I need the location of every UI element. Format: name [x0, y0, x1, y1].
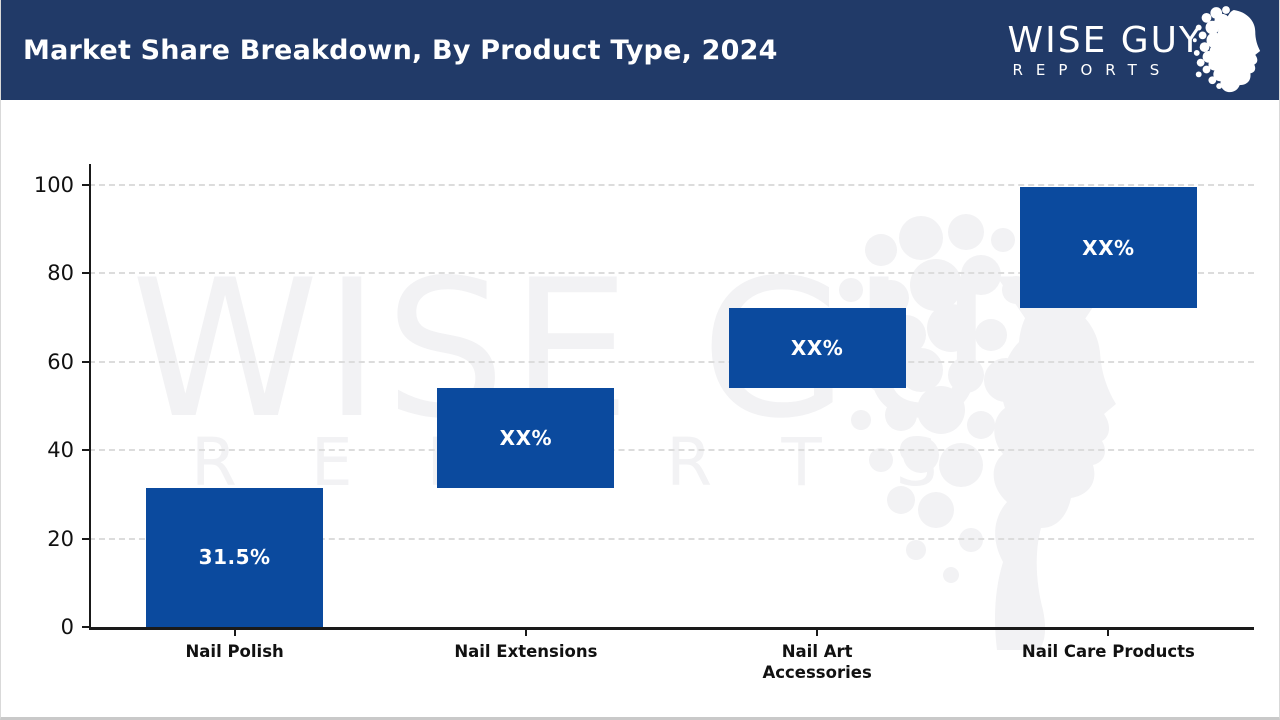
bar-value-label: XX% — [1082, 235, 1135, 260]
x-axis-category-label: Nail Polish — [120, 641, 350, 662]
y-axis-tick-label: 80 — [47, 261, 74, 285]
bar-nail-care-products: XX% — [1019, 186, 1197, 309]
x-axis-category-label: Nail Extensions — [411, 641, 641, 662]
bar-nail-extensions: XX% — [437, 388, 615, 488]
y-axis-tick — [82, 183, 89, 186]
y-axis-tick-label: 100 — [33, 172, 74, 197]
logo-subtitle: REPORTS — [1012, 60, 1173, 79]
bar-nail-polish: 31.5% — [146, 487, 324, 627]
x-axis-tick — [233, 629, 236, 636]
gridline-60 — [89, 360, 1254, 363]
wiseguy-face-icon — [1192, 6, 1261, 93]
x-axis-category-label-line: Accessories — [762, 663, 872, 683]
y-axis-tick — [82, 449, 89, 451]
gridline-80 — [89, 272, 1254, 274]
y-axis-spine — [89, 164, 91, 629]
bar-value-label: XX% — [790, 336, 844, 361]
logo-text: WISE GUY REPORTS — [1007, 19, 1204, 79]
x-axis-category-label-line: Nail Polish — [185, 642, 284, 661]
wiseguy-logo: WISE GUY REPORTS — [1008, 6, 1266, 94]
y-axis-tick-label: 40 — [47, 438, 74, 462]
gridline-100 — [89, 183, 1254, 186]
bar-nail-art-accessories: XX% — [728, 308, 906, 389]
gridline-40 — [89, 449, 1254, 451]
y-axis-tick — [82, 272, 89, 274]
y-axis-tick — [82, 626, 89, 628]
page-title: Market Share Breakdown, By Product Type,… — [23, 34, 778, 66]
y-axis-tick — [82, 537, 89, 540]
header-bar: Market Share Breakdown, By Product Type,… — [1, 0, 1279, 100]
x-axis-category-label-line: Nail Extensions — [454, 642, 598, 661]
x-axis-category-label: Nail Art Accessories — [702, 641, 932, 684]
x-axis-tick — [524, 629, 527, 636]
bar-value-label: XX% — [499, 425, 553, 450]
logo-wordmark: WISE GUY — [1007, 19, 1203, 61]
gridline-20 — [89, 537, 1254, 540]
y-axis-tick-label: 20 — [47, 526, 74, 551]
x-axis-tick — [816, 629, 819, 636]
plot-area: 0 20 40 60 80 100 31.5% Nail Polish XX% Nail Exte… — [1, 100, 1279, 717]
y-axis-tick — [82, 360, 89, 363]
bar-value-label: 31.5% — [198, 545, 271, 570]
x-axis-category-label: Nail Care Products — [993, 641, 1223, 662]
x-axis-tick — [1107, 629, 1110, 636]
y-axis-tick-label: 0 — [60, 615, 74, 639]
y-axis-tick-label: 60 — [47, 349, 74, 374]
x-axis-category-label-line: Nail Care Products — [1021, 642, 1195, 661]
x-axis-category-label-line: Nail Art — [781, 642, 853, 661]
x-axis-spine — [89, 627, 1254, 630]
